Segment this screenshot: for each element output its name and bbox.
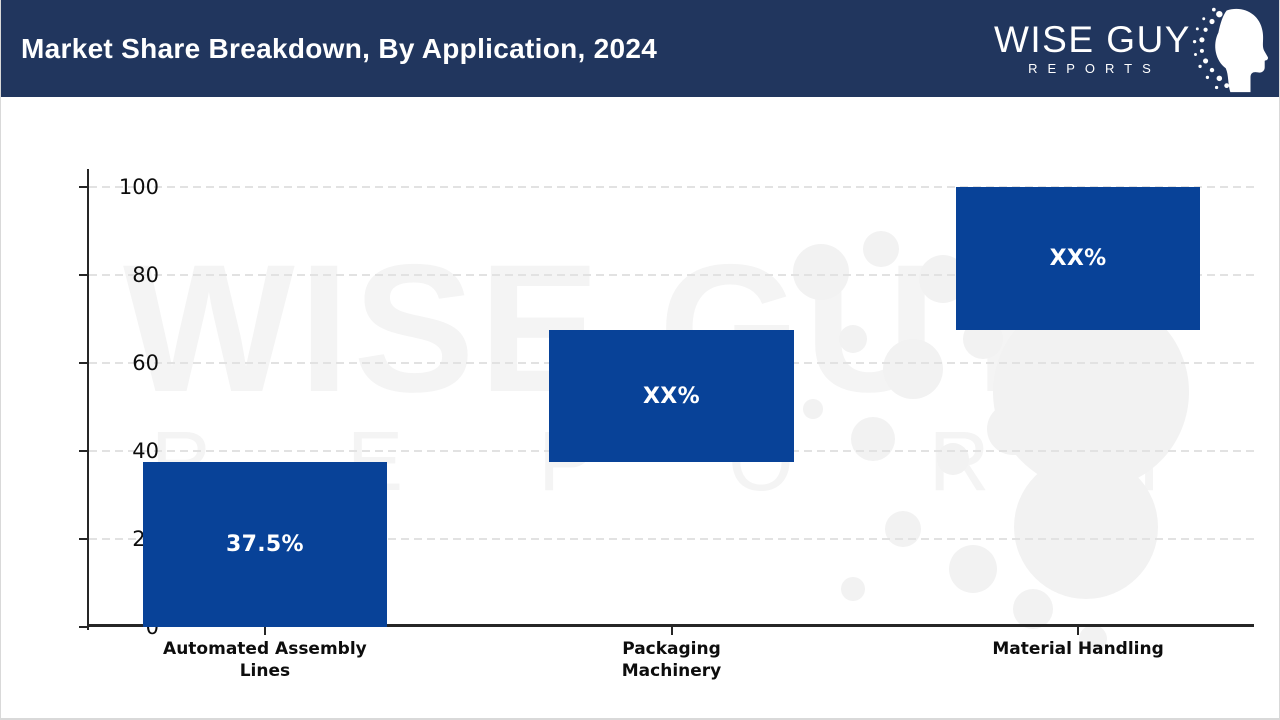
y-tick-mark-20 [79, 538, 88, 540]
bar-automated-assembly-lines: 37.5% [142, 462, 387, 627]
page-title: Market Share Breakdown, By Application, … [21, 32, 658, 64]
y-tick-mark-40 [79, 450, 88, 452]
x-axis-label-packaging-machinery: Packaging Machinery [621, 639, 722, 681]
wise-guy-face-icon [1192, 7, 1269, 92]
x-tick-mark-material-handling [1077, 627, 1080, 635]
gridline-20 [89, 538, 1254, 540]
bar-packaging-machinery: XX% [549, 330, 794, 462]
plot-area: 020406080100 37.5%XX%XX% Automated Assem… [79, 169, 1254, 681]
x-axis [87, 624, 1254, 627]
y-tick-mark-80 [79, 274, 88, 276]
y-tick-mark-100 [79, 186, 88, 188]
x-tick-mark-packaging-machinery [670, 627, 673, 635]
logo-wordmark: WISE GUY REPORTS [994, 21, 1191, 76]
bar-value-label: XX% [643, 383, 700, 409]
bar-material-handling: XX% [956, 187, 1201, 330]
header-bar: Market Share Breakdown, By Application, … [1, 0, 1279, 97]
y-tick-mark-0 [79, 626, 88, 628]
y-tick-label-100: 100 [118, 175, 159, 199]
gridline-100 [89, 186, 1254, 188]
y-tick-label-80: 80 [132, 263, 159, 287]
y-axis [87, 169, 89, 630]
y-tick-mark-60 [79, 362, 88, 364]
x-axis-label-material-handling: Material Handling [992, 639, 1164, 659]
bar-value-label: 37.5% [225, 532, 304, 557]
y-tick-label-40: 40 [132, 439, 159, 463]
y-tick-label-60: 60 [132, 351, 159, 375]
logo-wordmark-line1: WISE GUY [993, 19, 1191, 60]
bar-value-label: XX% [1049, 246, 1107, 271]
x-axis-label-automated-assembly-lines: Automated Assembly Lines [163, 639, 367, 681]
gridline-80 [89, 274, 1254, 276]
logo-wordmark-line2: REPORTS [1028, 61, 1161, 76]
x-tick-mark-automated-assembly-lines [263, 627, 266, 635]
wise-guy-logo: WISE GUY REPORTS [994, 5, 1269, 93]
